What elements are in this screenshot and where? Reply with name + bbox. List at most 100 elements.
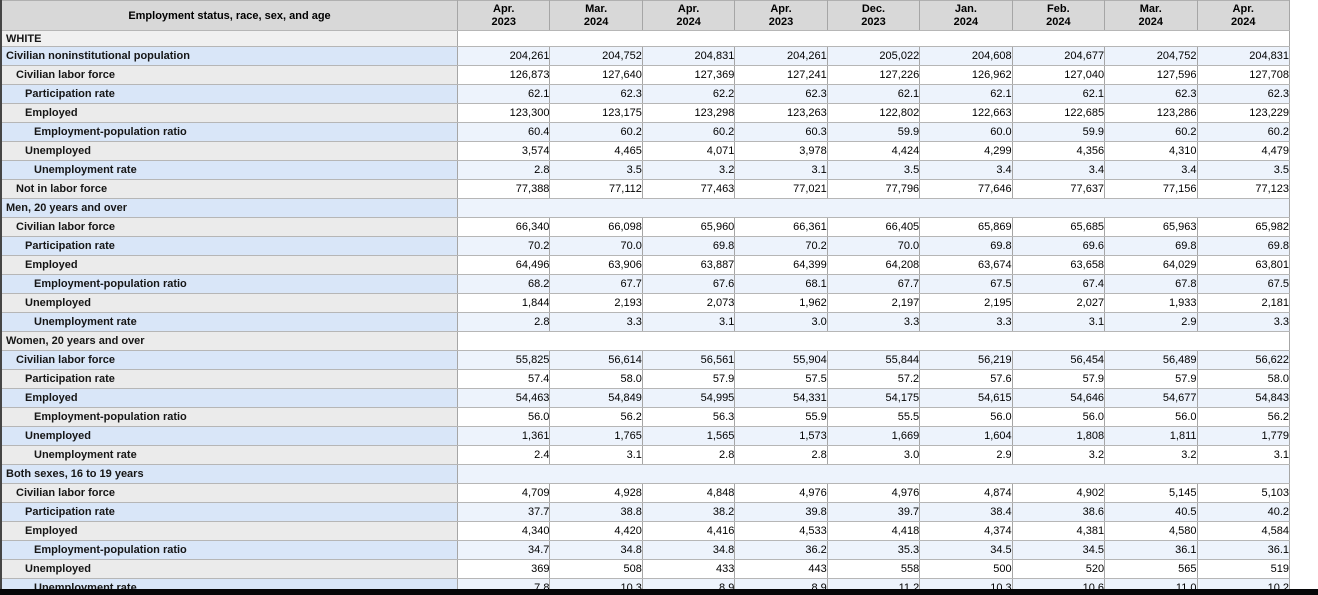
cell: 3.3 [549,312,643,332]
cell: 70.0 [549,236,643,256]
cell: 4,420 [549,521,643,541]
cell: 122,685 [1012,103,1106,123]
section-spacer [457,464,1290,484]
row-label: Participation rate [2,236,458,256]
table-row: Participation rate 70.2 70.0 69.8 70.2 70.0 69… [2,236,1290,256]
table-header: Employment status, race, sex, and age Ap… [2,0,1290,31]
cell: 4,479 [1197,141,1290,161]
cell: 2.8 [734,445,828,465]
cell: 2.8 [457,312,551,332]
cell: 60.0 [919,122,1013,142]
cell: 63,801 [1197,255,1290,275]
column-header: Apr. 2024 [642,0,736,31]
table-row: Employed 54,463 54,849 54,995 54,331 54,175 54… [2,388,1290,408]
table-row: Unemployment rate 2.8 3.3 3.1 3.0 3.3 3.3 3.1 2.… [2,312,1290,332]
cell: 123,298 [642,103,736,123]
cell: 57.2 [827,369,921,389]
cell: 2.8 [457,160,551,180]
cell: 70.0 [827,236,921,256]
cell: 558 [827,559,921,579]
cell: 4,976 [827,483,921,503]
cell: 77,123 [1197,179,1290,199]
cell: 68.2 [457,274,551,294]
cell: 60.2 [1104,122,1198,142]
cell: 67.5 [919,274,1013,294]
cell: 127,226 [827,65,921,85]
cell: 204,831 [642,46,736,66]
cell: 122,802 [827,103,921,123]
cell: 38.6 [1012,502,1106,522]
cell: 123,229 [1197,103,1290,123]
cell: 3.4 [919,160,1013,180]
table-row: Participation rate 57.4 58.0 57.9 57.5 57.2 57… [2,369,1290,389]
cell: 39.8 [734,502,828,522]
cell: 122,663 [919,103,1013,123]
cell: 4,356 [1012,141,1106,161]
cell: 1,573 [734,426,828,446]
cell: 69.8 [1104,236,1198,256]
cell: 1,811 [1104,426,1198,446]
cell: 58.0 [549,369,643,389]
cell: 4,580 [1104,521,1198,541]
cell: 60.2 [642,122,736,142]
column-header: Dec. 2023 [827,0,921,31]
cell: 1,669 [827,426,921,446]
cell: 123,300 [457,103,551,123]
cell: 123,263 [734,103,828,123]
cell: 66,405 [827,217,921,237]
cell: 62.1 [1012,84,1106,104]
table-row: Employed 4,340 4,420 4,416 4,533 4,418 4,374 4,… [2,521,1290,541]
table-row: Unemployed 369 508 433 443 558 500 520 565 519 [2,559,1290,579]
cell: 54,995 [642,388,736,408]
cell: 1,933 [1104,293,1198,313]
cell: 35.3 [827,540,921,560]
cell: 64,399 [734,255,828,275]
table-row: Civilian labor force 126,873 127,640 127,36… [2,65,1290,85]
cell: 520 [1012,559,1106,579]
cell: 34.7 [457,540,551,560]
cell: 65,685 [1012,217,1106,237]
cell: 56,219 [919,350,1013,370]
cell: 204,261 [734,46,828,66]
cell: 56,489 [1104,350,1198,370]
column-header: Apr. 2024 [1197,0,1290,31]
row-label: Employment-population ratio [2,122,458,142]
row-label: Unemployment rate [2,160,458,180]
cell: 77,463 [642,179,736,199]
table-row: Employed 64,496 63,906 63,887 64,399 64,208 63… [2,255,1290,275]
cell: 54,331 [734,388,828,408]
cell: 56.2 [1197,407,1290,427]
cell: 64,496 [457,255,551,275]
row-label: Participation rate [2,502,458,522]
cell: 56.0 [1012,407,1106,427]
cell: 70.2 [457,236,551,256]
cell: 56,561 [642,350,736,370]
column-header: Feb. 2024 [1012,0,1106,31]
table-row: Employment-population ratio 68.2 67.7 67.6 6… [2,274,1290,294]
section-spacer [457,198,1290,218]
cell: 3.2 [1104,445,1198,465]
cell: 57.9 [1012,369,1106,389]
cell: 59.9 [827,122,921,142]
row-label: Civilian labor force [2,350,458,370]
cell: 126,962 [919,65,1013,85]
cell: 4,374 [919,521,1013,541]
row-label: Unemployed [2,426,458,446]
employment-status-table: Employment status, race, sex, and age Ap… [2,0,1290,595]
cell: 59.9 [1012,122,1106,142]
column-header: Mar. 2024 [1104,0,1198,31]
cell: 40.5 [1104,502,1198,522]
cell: 3.4 [1012,160,1106,180]
row-label: Employed [2,521,458,541]
cell: 62.3 [1104,84,1198,104]
cell: 3.1 [734,160,828,180]
cell: 2.8 [642,445,736,465]
cell: 36.1 [1197,540,1290,560]
cell: 56.0 [919,407,1013,427]
cell: 3.5 [827,160,921,180]
table-row: Employment-population ratio 56.0 56.2 56.3 5… [2,407,1290,427]
cell: 56.2 [549,407,643,427]
cell: 3.1 [642,312,736,332]
cell: 57.9 [1104,369,1198,389]
cell: 56.0 [1104,407,1198,427]
